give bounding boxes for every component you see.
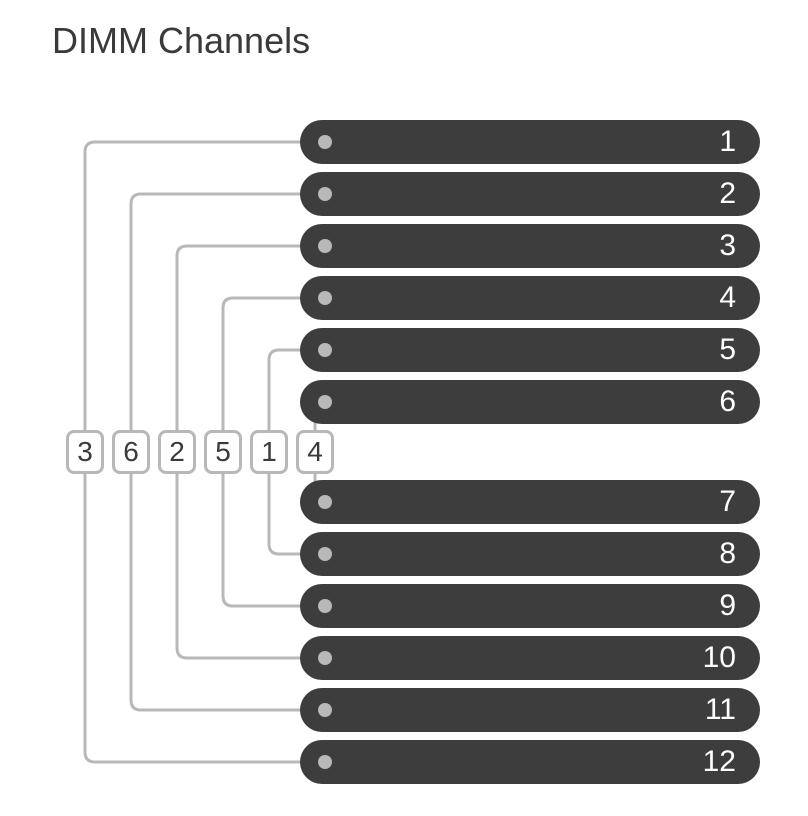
slot-dot-icon xyxy=(318,495,332,509)
slot-dot-icon xyxy=(318,187,332,201)
channel-label: 2 xyxy=(158,430,196,474)
channel-label: 6 xyxy=(112,430,150,474)
dimm-slot: 9 xyxy=(300,584,760,628)
channel-label: 1 xyxy=(250,430,288,474)
slot-dot-icon xyxy=(318,599,332,613)
slot-dot-icon xyxy=(318,703,332,717)
slot-number: 5 xyxy=(719,333,736,367)
slot-dot-icon xyxy=(318,395,332,409)
dimm-slot: 4 xyxy=(300,276,760,320)
slot-number: 7 xyxy=(719,485,736,519)
channel-label: 4 xyxy=(296,430,334,474)
slot-number: 12 xyxy=(703,745,736,779)
dimm-slot: 11 xyxy=(300,688,760,732)
slot-number: 4 xyxy=(719,281,736,315)
dimm-slot: 6 xyxy=(300,380,760,424)
slot-dot-icon xyxy=(318,651,332,665)
slot-number: 1 xyxy=(719,125,736,159)
slot-number: 10 xyxy=(703,641,736,675)
diagram-title: DIMM Channels xyxy=(52,20,310,62)
dimm-slot: 8 xyxy=(300,532,760,576)
dimm-slot: 5 xyxy=(300,328,760,372)
slot-dot-icon xyxy=(318,343,332,357)
slot-number: 6 xyxy=(719,385,736,419)
dimm-slot: 3 xyxy=(300,224,760,268)
slot-number: 3 xyxy=(719,229,736,263)
dimm-slot: 7 xyxy=(300,480,760,524)
dimm-slot: 10 xyxy=(300,636,760,680)
slot-dot-icon xyxy=(318,291,332,305)
diagram-stage: DIMM Channels 123456789101112362514 xyxy=(0,0,808,816)
slot-dot-icon xyxy=(318,547,332,561)
slot-dot-icon xyxy=(318,135,332,149)
slot-number: 11 xyxy=(705,693,736,727)
slot-dot-icon xyxy=(318,239,332,253)
channel-label: 5 xyxy=(204,430,242,474)
dimm-slot: 1 xyxy=(300,120,760,164)
slot-dot-icon xyxy=(318,755,332,769)
channel-label: 3 xyxy=(66,430,104,474)
slot-number: 2 xyxy=(719,177,736,211)
dimm-slot: 2 xyxy=(300,172,760,216)
slot-number: 9 xyxy=(719,589,736,623)
slot-number: 8 xyxy=(719,537,736,571)
dimm-slot: 12 xyxy=(300,740,760,784)
